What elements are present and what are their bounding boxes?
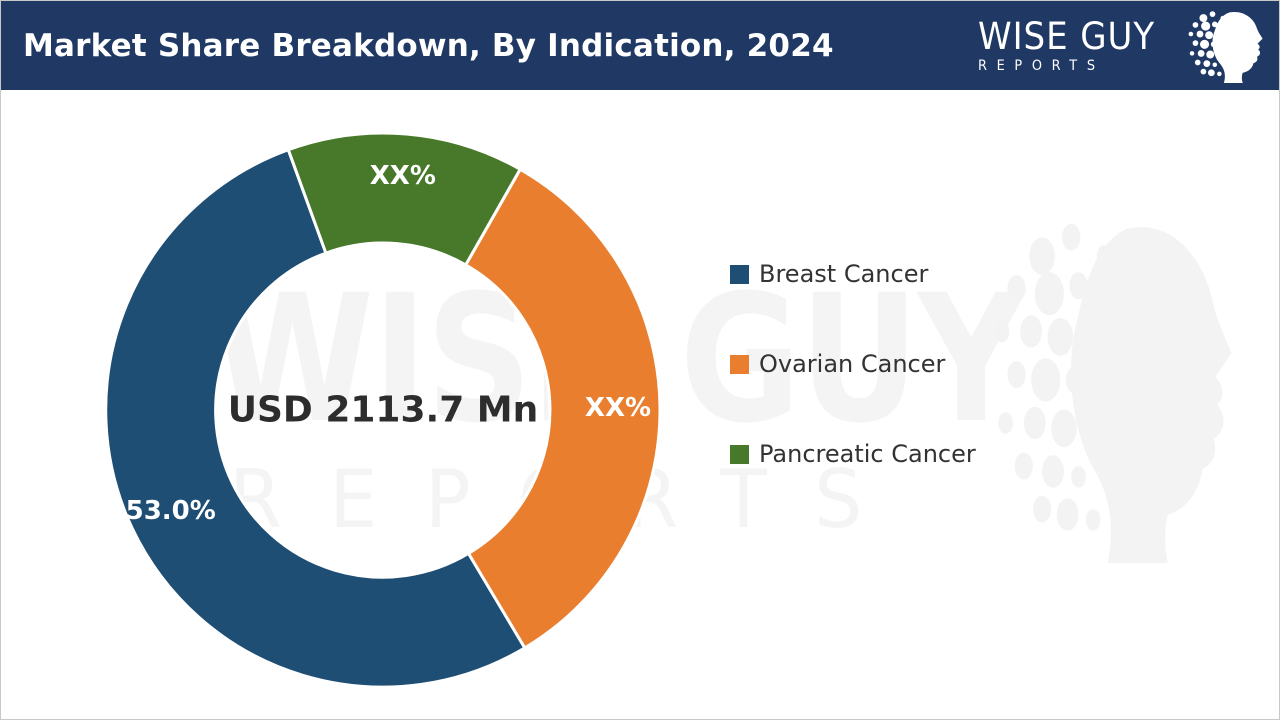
legend-item-pancreatic-cancer: Pancreatic Cancer [730,426,976,482]
page-title: Market Share Breakdown, By Indication, 2… [23,27,834,64]
legend-swatch-icon [730,264,749,284]
chart-legend: Breast Cancer Ovarian Cancer Pancreatic Ca… [730,246,976,516]
legend-item-ovarian-cancer: Ovarian Cancer [730,336,976,392]
slice-percent-label: XX% [584,392,652,423]
logo-wordmark: WISE GUY [977,15,1155,58]
legend-item-breast-cancer: Breast Cancer [730,246,976,302]
legend-swatch-icon [730,444,749,464]
legend-label: Ovarian Cancer [759,350,946,378]
header-bar: Market Share Breakdown, By Indication, 2… [1,1,1279,90]
legend-swatch-icon [730,354,749,374]
slice-percent-label: 53.0% [125,495,216,526]
pie-slice-ovarian-cancer [464,167,662,650]
pie-slice-breast-cancer [104,148,527,689]
logo-face-icon [1168,9,1265,83]
legend-label: Breast Cancer [759,260,929,288]
pie-slice-pancreatic-cancer [286,131,522,267]
chart-center-value: USD 2113.7 Mn [227,389,539,431]
wise-guy-reports-logo: WISE GUY REPORTS [978,9,1265,83]
slice-percent-label: XX% [369,160,436,191]
logo-subtitle: REPORTS [977,58,1105,74]
legend-label: Pancreatic Cancer [759,440,976,468]
